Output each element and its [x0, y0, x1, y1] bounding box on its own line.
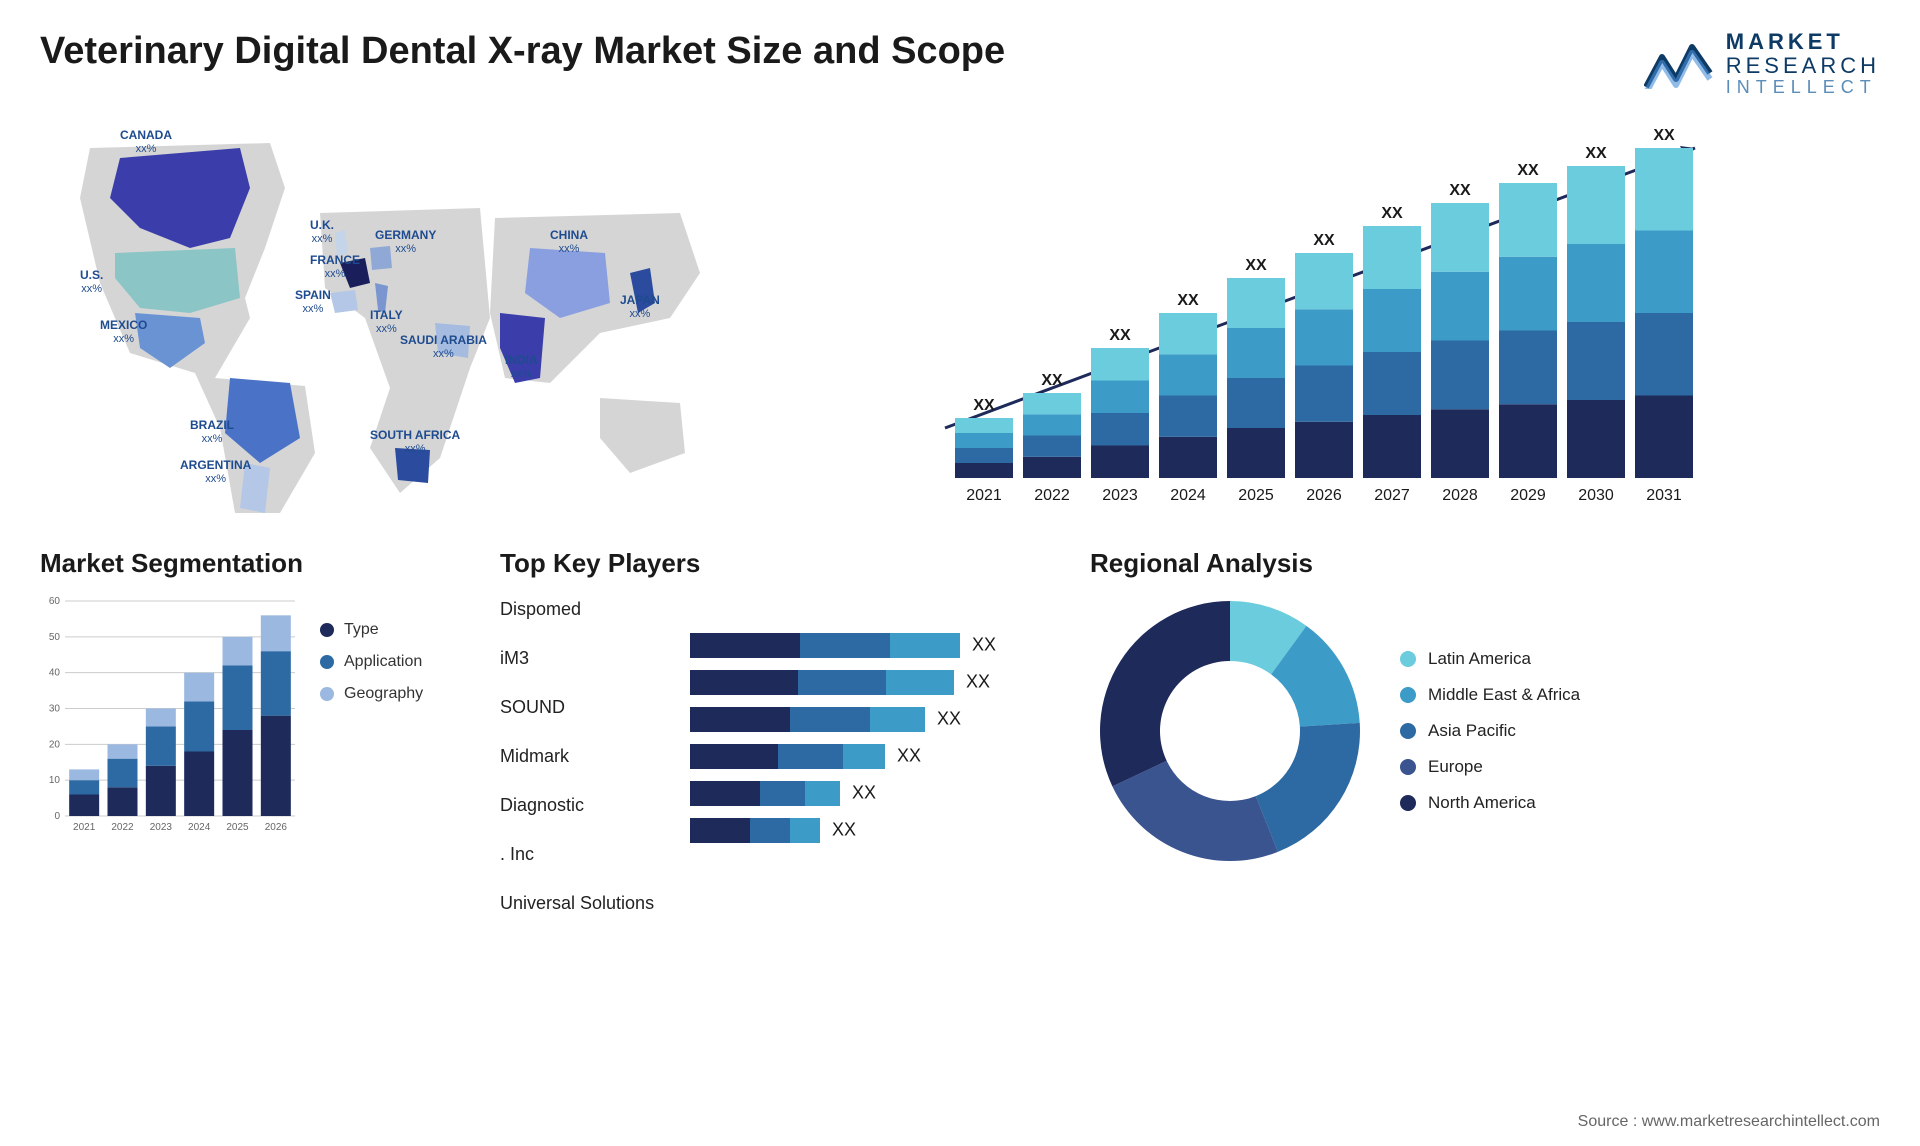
map-label-china: CHINAxx% — [550, 228, 588, 256]
map-label-canada: CANADAxx% — [120, 128, 172, 156]
map-label-india: INDIAxx% — [505, 353, 538, 381]
logo-text-3: INTELLECT — [1726, 78, 1880, 98]
svg-text:XX: XX — [1109, 327, 1131, 344]
map-label-mexico: MEXICOxx% — [100, 318, 147, 346]
regional-legend-item: North America — [1400, 793, 1580, 813]
svg-text:2025: 2025 — [226, 822, 249, 833]
svg-text:XX: XX — [972, 635, 996, 655]
svg-text:XX: XX — [1585, 145, 1607, 162]
svg-text:XX: XX — [852, 783, 876, 803]
svg-text:XX: XX — [937, 709, 961, 729]
regional-legend: Latin America Middle East & Africa Asia Pa… — [1400, 649, 1580, 813]
svg-text:XX: XX — [1177, 292, 1199, 309]
world-map-panel: CANADAxx% U.S.xx% MEXICOxx% BRAZILxx% ARGENT… — [40, 118, 740, 518]
svg-text:2026: 2026 — [1306, 487, 1342, 504]
svg-text:2024: 2024 — [1170, 487, 1206, 504]
main-bar-chart: XX 2021 XX 2022 XX 2023 XX 2024 XX 2025 XX 2026 XX 20… — [770, 118, 1880, 518]
svg-text:2021: 2021 — [73, 822, 96, 833]
logo-mark-icon — [1644, 39, 1714, 89]
svg-text:0: 0 — [54, 811, 60, 822]
svg-text:60: 60 — [49, 596, 61, 607]
svg-text:50: 50 — [49, 632, 61, 643]
segmentation-legend: Type Application Geography — [320, 591, 423, 841]
svg-text:2022: 2022 — [1034, 487, 1070, 504]
logo-text-1: MARKET — [1726, 30, 1880, 54]
svg-text:40: 40 — [49, 668, 61, 679]
svg-text:XX: XX — [1313, 232, 1335, 249]
svg-text:2022: 2022 — [111, 822, 134, 833]
regional-legend-item: Latin America — [1400, 649, 1580, 669]
page-title: Veterinary Digital Dental X-ray Market S… — [40, 30, 1005, 73]
map-label-italy: ITALYxx% — [370, 308, 403, 336]
svg-text:2030: 2030 — [1578, 487, 1614, 504]
map-label-japan: JAPANxx% — [620, 293, 660, 321]
regional-legend-item: Middle East & Africa — [1400, 685, 1580, 705]
svg-text:2021: 2021 — [966, 487, 1002, 504]
svg-text:2027: 2027 — [1374, 487, 1410, 504]
svg-text:XX: XX — [1381, 205, 1403, 222]
seg-legend-application: Application — [320, 653, 423, 671]
player-label: Diagnostic — [500, 787, 680, 824]
svg-text:XX: XX — [832, 820, 856, 840]
seg-legend-geography: Geography — [320, 685, 423, 703]
map-label-brazil: BRAZILxx% — [190, 418, 234, 446]
seg-legend-type: Type — [320, 621, 423, 639]
map-label-spain: SPAINxx% — [295, 288, 331, 316]
svg-text:XX: XX — [973, 397, 995, 414]
player-label: Dispomed — [500, 591, 680, 628]
regional-donut-chart — [1090, 591, 1370, 871]
regional-legend-item: Asia Pacific — [1400, 721, 1580, 741]
svg-text:XX: XX — [1517, 162, 1539, 179]
map-label-saudiarabia: SAUDI ARABIAxx% — [400, 333, 487, 361]
regional-title: Regional Analysis — [1090, 548, 1880, 579]
svg-text:XX: XX — [897, 746, 921, 766]
source-attribution: Source : www.marketresearchintellect.com — [1578, 1113, 1880, 1131]
players-title: Top Key Players — [500, 548, 1060, 579]
svg-text:XX: XX — [1449, 182, 1471, 199]
svg-text:2026: 2026 — [265, 822, 288, 833]
segmentation-chart: 0 10 20 30 40 50 60 2021 2022 2023 2024 2025 2026 — [40, 591, 300, 841]
svg-text:30: 30 — [49, 704, 61, 715]
svg-text:2031: 2031 — [1646, 487, 1682, 504]
svg-text:XX: XX — [1653, 127, 1675, 144]
map-label-southafrica: SOUTH AFRICAxx% — [370, 428, 460, 456]
map-label-uk: U.K.xx% — [310, 218, 334, 246]
svg-text:XX: XX — [1041, 372, 1063, 389]
svg-text:XX: XX — [966, 672, 990, 692]
map-label-argentina: ARGENTINAxx% — [180, 458, 251, 486]
svg-text:XX: XX — [1245, 257, 1267, 274]
svg-text:2028: 2028 — [1442, 487, 1478, 504]
svg-text:20: 20 — [49, 740, 61, 751]
player-label: iM3 — [500, 640, 680, 677]
svg-text:2029: 2029 — [1510, 487, 1546, 504]
regional-legend-item: Europe — [1400, 757, 1580, 777]
map-label-us: U.S.xx% — [80, 268, 103, 296]
svg-text:2023: 2023 — [1102, 487, 1138, 504]
players-bars-chart: XXXXXXXXXXXX — [690, 591, 1060, 922]
brand-logo: MARKET RESEARCH INTELLECT — [1644, 30, 1880, 98]
players-labels: Dispomed iM3 SOUND Midmark Diagnostic . Inc Un… — [500, 591, 680, 922]
player-label: SOUND — [500, 689, 680, 726]
map-label-germany: GERMANYxx% — [375, 228, 436, 256]
svg-text:2025: 2025 — [1238, 487, 1274, 504]
player-label: Midmark — [500, 738, 680, 775]
logo-text-2: RESEARCH — [1726, 54, 1880, 78]
player-label: Universal Solutions — [500, 885, 680, 922]
player-label: . Inc — [500, 836, 680, 873]
segmentation-title: Market Segmentation — [40, 548, 470, 579]
svg-text:2023: 2023 — [150, 822, 173, 833]
svg-text:2024: 2024 — [188, 822, 211, 833]
svg-text:10: 10 — [49, 775, 61, 786]
map-label-france: FRANCExx% — [310, 253, 360, 281]
